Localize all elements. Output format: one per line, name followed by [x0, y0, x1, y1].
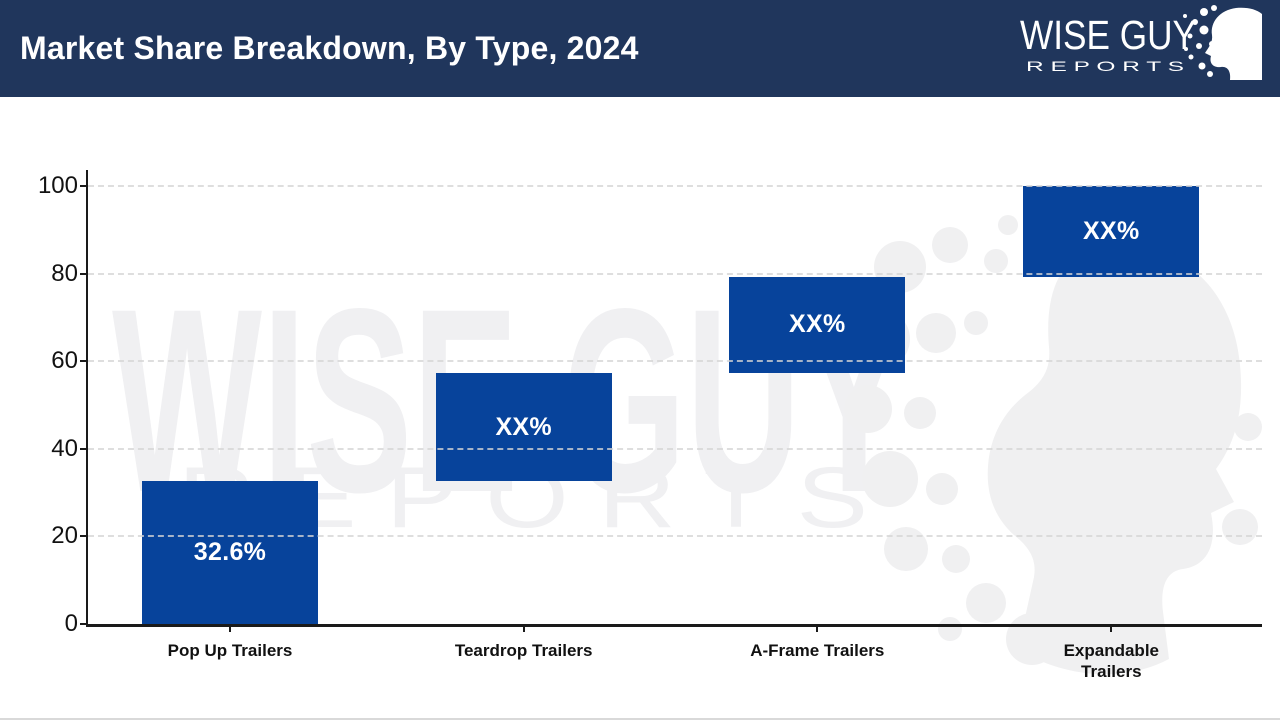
y-axis-tick-mark [80, 360, 88, 363]
bar-a-frame-trailers: XX% [729, 276, 906, 374]
logo-face-profile [1205, 7, 1262, 80]
x-axis-tick-mark [229, 624, 231, 632]
x-axis-tick-mark [816, 624, 819, 632]
category-label-a-frame-trailers: A-Frame Trailers [750, 641, 885, 660]
wise-guy-logo: WISE GUY R E P O R T S [1020, 5, 1262, 80]
y-axis-line [86, 170, 88, 627]
x-axis-tick-mark [522, 624, 525, 632]
x-axis-tick-mark [1110, 624, 1113, 632]
bar-expandable-trailers: XX% [1023, 186, 1200, 277]
bar-pop-up-trailers: 32.6% [142, 481, 318, 624]
y-axis-tick-mark [80, 447, 88, 450]
y-axis-tick-mark [80, 272, 88, 275]
y-axis-tick-mark [80, 185, 88, 187]
y-axis-tick-mark [80, 623, 88, 625]
bar-value-label: 32.6% [193, 538, 267, 567]
y-axis-tick-label: 100 [37, 172, 78, 199]
logo-reports-text: R E P O R T S [1026, 58, 1184, 74]
page-title: Market Share Breakdown, By Type, 2024 [20, 30, 639, 66]
bar-value-label: XX% [495, 412, 552, 441]
category-label-teardrop-trailers: Teardrop Trailers [454, 641, 593, 660]
x-axis-line [86, 624, 1262, 627]
bar-value-label: XX% [789, 310, 846, 339]
chart-canvas: WISE GUY R E P O R T S 32.6% XX% XX% XX% 0 20… [0, 97, 1280, 720]
logo-wiseguy-text: WISE GUY [1020, 12, 1196, 58]
y-axis-tick-label: 60 [51, 347, 78, 375]
y-axis-tick-label: 80 [51, 259, 78, 287]
category-label-pop-up-trailers: Pop Up Trailers [167, 641, 293, 660]
header-band: Market Share Breakdown, By Type, 2024 WI… [0, 0, 1280, 97]
bar-value-label: XX% [1083, 216, 1140, 245]
y-axis-tick-label: 0 [64, 610, 78, 637]
category-label-expandable-trailers: Expandable Trailers [1063, 641, 1159, 682]
y-axis-tick-label: 20 [51, 522, 78, 550]
bar-teardrop-trailers: XX% [435, 373, 612, 482]
y-axis-tick-label: 40 [51, 434, 78, 462]
brand-logo: WISE GUY R E P O R T S [1018, 2, 1280, 95]
y-axis-tick-mark [80, 535, 88, 538]
